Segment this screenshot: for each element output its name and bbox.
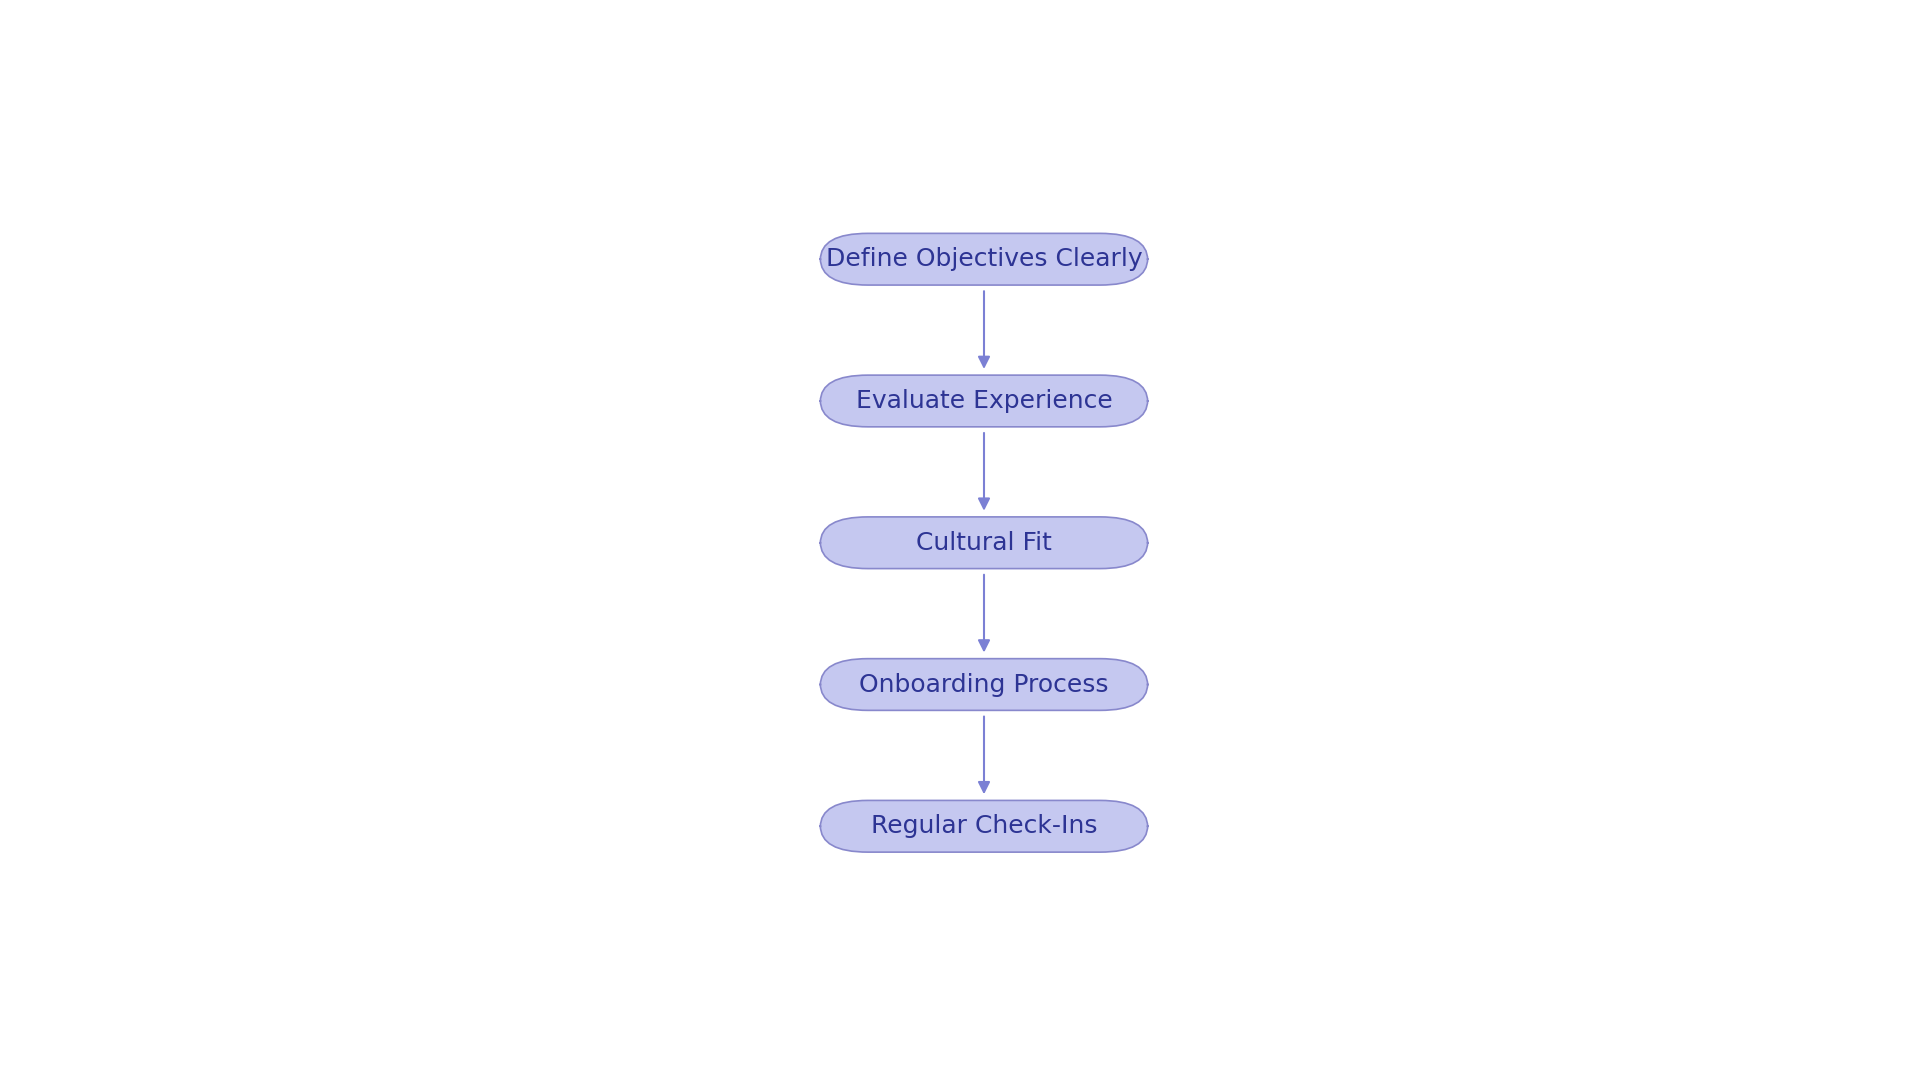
FancyBboxPatch shape bbox=[820, 375, 1148, 427]
FancyBboxPatch shape bbox=[820, 800, 1148, 852]
Text: Define Objectives Clearly: Define Objectives Clearly bbox=[826, 247, 1142, 271]
FancyBboxPatch shape bbox=[820, 233, 1148, 285]
Text: Cultural Fit: Cultural Fit bbox=[916, 531, 1052, 554]
Text: Regular Check-Ins: Regular Check-Ins bbox=[872, 814, 1096, 838]
FancyBboxPatch shape bbox=[820, 658, 1148, 710]
FancyBboxPatch shape bbox=[820, 517, 1148, 569]
Text: Onboarding Process: Onboarding Process bbox=[860, 673, 1108, 696]
Text: Evaluate Experience: Evaluate Experience bbox=[856, 389, 1112, 413]
